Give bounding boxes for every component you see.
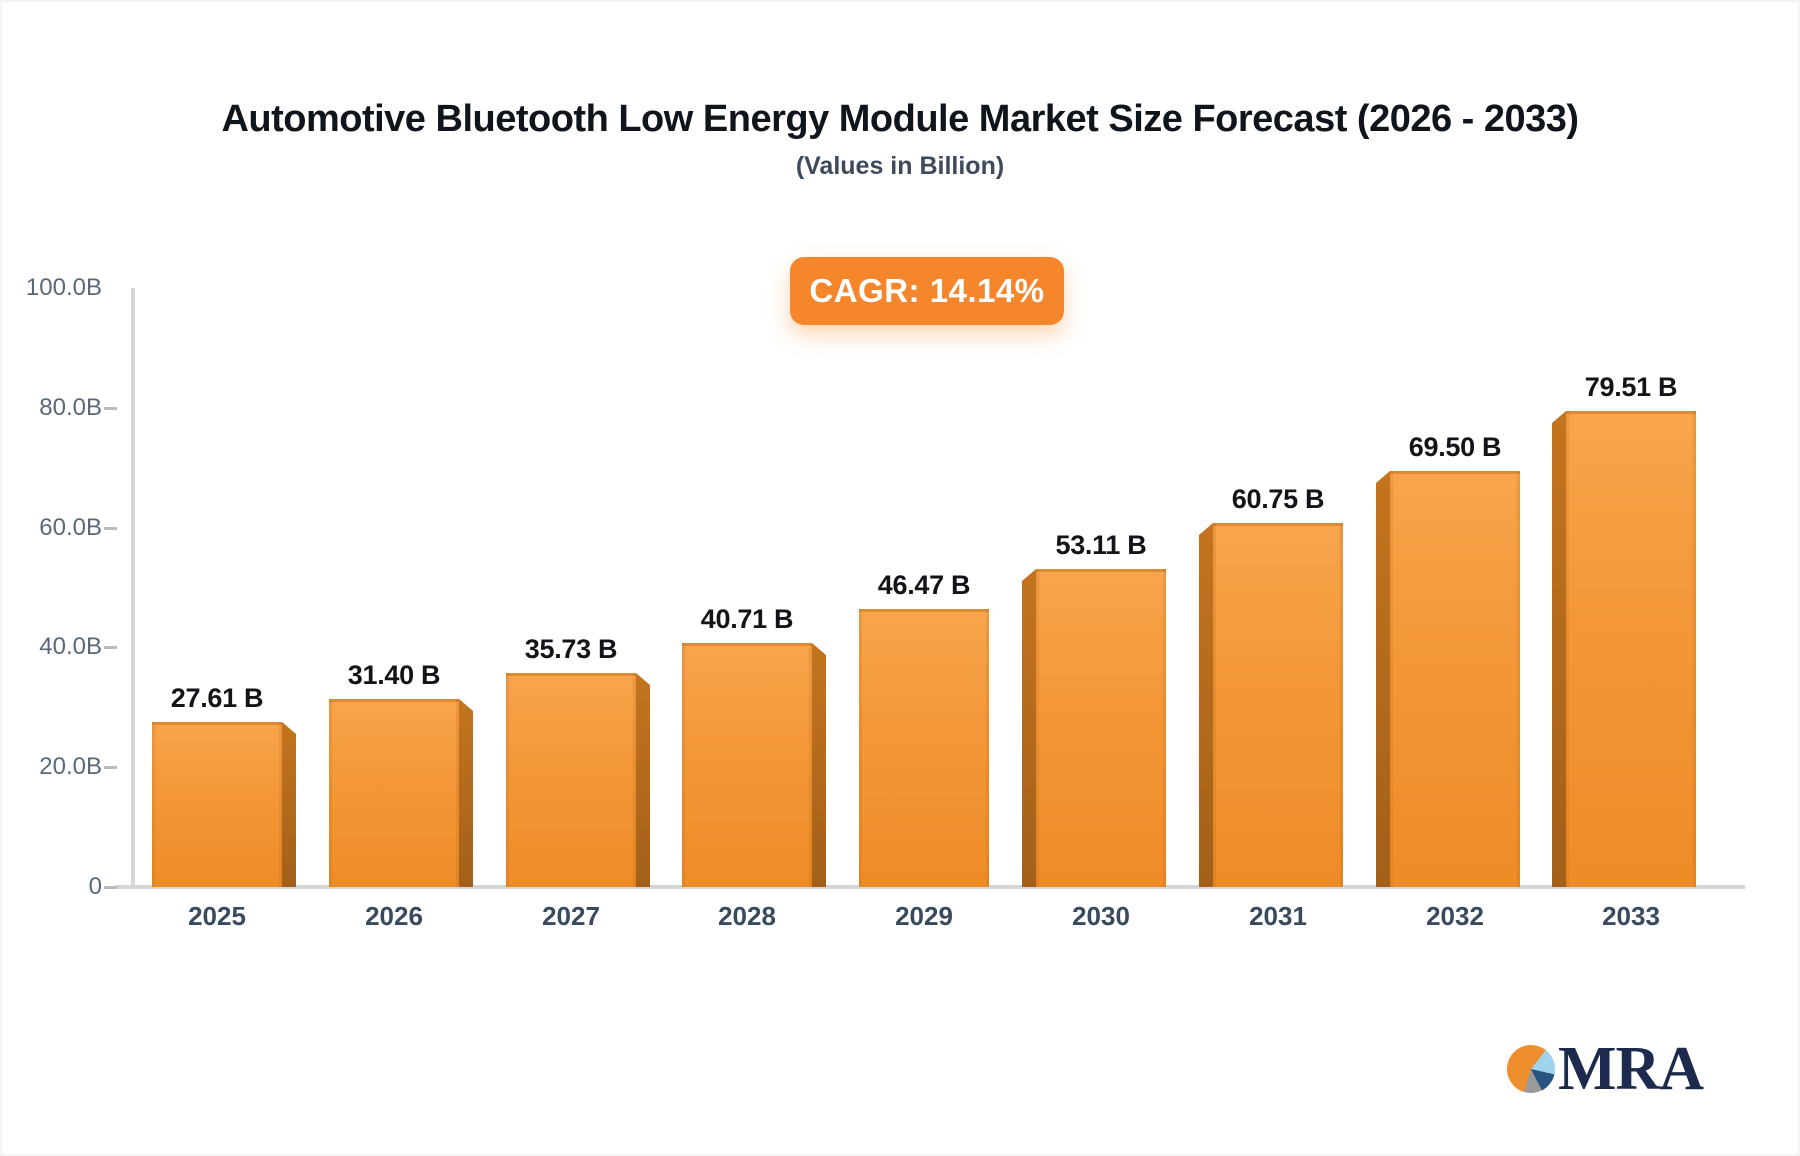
y-axis-tick-mark-1 [104,406,117,410]
bar-value-label-2032: 69.50 B [1408,432,1502,462]
bar-2025[interactable] [152,722,282,887]
page-subtitle: (Values in Billion) [795,152,1005,180]
x-axis-label-2029: 2029 [895,901,953,931]
y-axis-tick-label-1: 80.0B [39,393,102,421]
y-axis-tick-mark-5 [104,886,117,889]
bar-value-label-2031: 60.75 B [1231,484,1325,514]
bar-value-label-2033: 79.51 B [1584,372,1678,402]
y-axis-tick-label-2: 60.0B [39,513,102,541]
x-axis-label-2033: 2033 [1602,901,1660,931]
bar-3d-side-2031 [1199,523,1213,887]
bar-2033[interactable] [1566,411,1696,887]
bar-2029[interactable] [859,609,989,887]
bar-3d-side-2030 [1022,569,1036,887]
page-title: Automotive Bluetooth Low Energy Module M… [221,98,1579,140]
x-axis-label-2032: 2032 [1426,901,1484,931]
cagr-badge: CAGR: 14.14% [790,257,1064,325]
bar-2031[interactable] [1213,523,1343,887]
bar-3d-side-2033 [1552,411,1566,887]
x-axis-label-2025: 2025 [188,901,246,931]
bar-value-label-2025: 27.61 B [170,683,264,713]
bar-2028[interactable] [682,643,812,887]
bar-2026[interactable] [329,699,459,887]
y-axis-tick-mark-4 [104,766,117,770]
x-axis-line [116,885,1745,889]
bar-3d-side-2028 [812,643,826,887]
x-axis-label-2030: 2030 [1072,901,1130,931]
bar-3d-side-2027 [636,673,650,887]
cagr-badge-label: CAGR: 14.14% [809,272,1045,309]
bar-value-label-2030: 53.11 B [1055,530,1147,560]
y-axis-tick-label-3: 40.0B [39,633,102,661]
y-axis-tick-label-4: 20.0B [39,753,102,781]
y-axis-tick-mark-3 [104,646,117,650]
x-axis-label-2031: 2031 [1249,901,1307,931]
y-axis-line [131,288,135,887]
bar-value-label-2026: 31.40 B [347,660,441,690]
mra-logo: MRA [1507,1035,1704,1103]
bar-2027[interactable] [506,673,636,887]
y-axis-tick-label-0: 100.0B [25,274,102,301]
bar-3d-side-2032 [1376,471,1390,887]
bar-value-label-2029: 46.47 B [877,570,971,600]
x-axis-label-2026: 2026 [365,901,423,931]
bar-3d-side-2025 [282,722,296,887]
x-axis-label-2028: 2028 [718,901,776,931]
y-axis-tick-mark-2 [104,526,117,530]
mra-pie-chart-icon [1507,1045,1555,1093]
bar-value-label-2027: 35.73 B [524,634,618,664]
bar-3d-side-2026 [459,699,473,887]
bar-value-label-2028: 40.71 B [700,604,794,634]
bar-2032[interactable] [1390,471,1520,887]
x-axis-label-2027: 2027 [542,901,600,931]
bar-2030[interactable] [1036,569,1166,887]
mra-logo-text: MRA [1558,1035,1704,1103]
y-axis-tick-label-5: 0 [88,873,102,900]
